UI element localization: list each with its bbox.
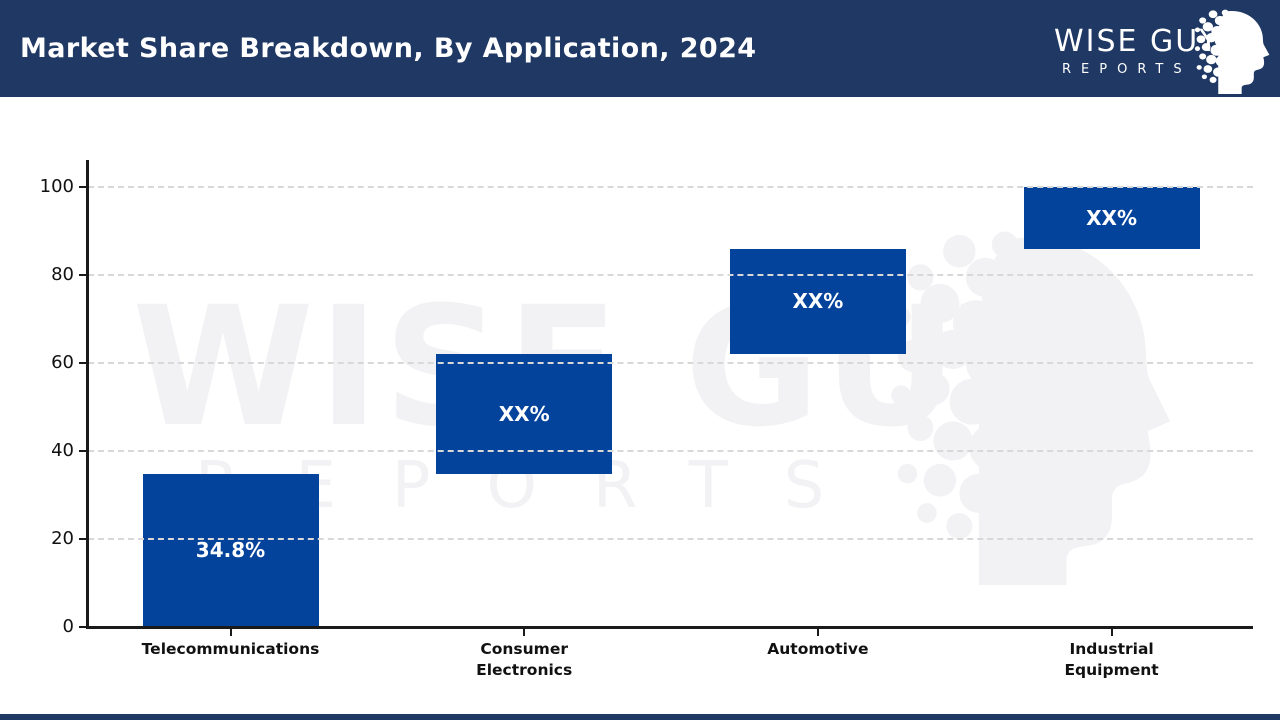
bar-telecommunications xyxy=(142,473,319,627)
bar-value-label: XX% xyxy=(1086,205,1138,230)
y-tick-mark xyxy=(79,626,88,628)
gridline-60 xyxy=(88,362,1253,364)
x-tick-mark xyxy=(816,627,819,636)
x-tick-mark xyxy=(1110,627,1113,636)
bar-industrial-equipment xyxy=(1023,187,1200,249)
page-title: Market Share Breakdown, By Application, … xyxy=(20,33,757,64)
bar-automotive xyxy=(729,248,906,355)
header-banner: Market Share Breakdown, By Application, … xyxy=(0,0,1280,97)
logo-subtext: REPORTS xyxy=(1062,62,1192,77)
gridline-40 xyxy=(88,450,1253,452)
bar-value-label: XX% xyxy=(792,289,844,314)
wise-guy-face-icon xyxy=(1194,9,1270,94)
y-tick-label: 40 xyxy=(51,440,74,461)
brand-logo: WISE GUY REPORTS xyxy=(1022,6,1272,94)
bar-value-label: XX% xyxy=(498,402,550,427)
y-tick-mark xyxy=(79,538,88,540)
category-label-industrial: Industrial Equipment xyxy=(1064,640,1159,679)
footer-bar xyxy=(0,714,1280,720)
x-tick-mark xyxy=(229,627,232,636)
y-axis-line xyxy=(86,160,89,629)
category-label-automotive: Automotive xyxy=(767,640,869,658)
x-axis-line xyxy=(86,626,1253,629)
y-tick-mark xyxy=(79,186,88,188)
y-tick-mark xyxy=(79,274,88,276)
y-tick-label: 80 xyxy=(51,264,74,285)
y-tick-label: 20 xyxy=(51,528,74,549)
category-label-telecommunications: Telecommunications xyxy=(141,640,320,658)
gridline-100 xyxy=(88,186,1253,188)
y-tick-label: 60 xyxy=(51,352,74,373)
y-tick-label: 0 xyxy=(62,616,74,637)
gridline-80 xyxy=(88,274,1253,276)
gridline-20 xyxy=(88,538,1253,540)
logo-wordmark: WISE GUY xyxy=(1054,24,1220,59)
bar-consumer-electronics xyxy=(436,354,613,474)
x-tick-mark xyxy=(523,627,526,636)
category-label-consumer: Consumer Electronics xyxy=(476,640,573,679)
y-tick-mark xyxy=(79,450,88,452)
y-tick-label: 100 xyxy=(39,176,74,197)
bar-value-label: 34.8% xyxy=(195,538,266,563)
y-tick-mark xyxy=(79,362,88,364)
